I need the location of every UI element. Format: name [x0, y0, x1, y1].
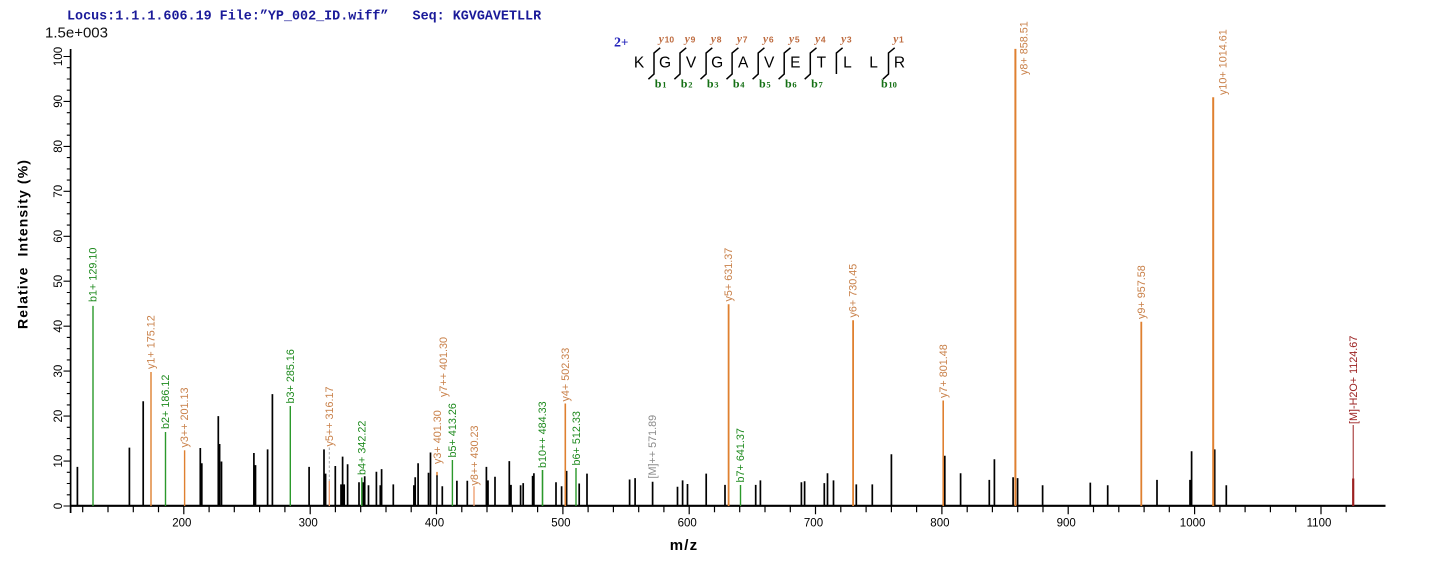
- svg-text:y3+ 401.30: y3+ 401.30: [432, 410, 444, 464]
- svg-text:L: L: [843, 55, 852, 72]
- svg-text:60: 60: [53, 230, 65, 243]
- svg-text:y 4: y 4: [813, 34, 826, 46]
- svg-text:y5+ 631.37: y5+ 631.37: [723, 248, 735, 302]
- svg-text:500: 500: [551, 518, 570, 530]
- svg-text:0: 0: [53, 503, 65, 509]
- svg-text:y10+ 1014.61: y10+ 1014.61: [1217, 29, 1229, 95]
- svg-text:30: 30: [53, 365, 65, 378]
- svg-text:20: 20: [53, 410, 65, 423]
- svg-text:y3++ 201.13: y3++ 201.13: [179, 387, 191, 447]
- svg-text:b 2: b 2: [681, 77, 693, 91]
- svg-text:y1+ 175.12: y1+ 175.12: [146, 315, 158, 369]
- svg-text:b 10: b 10: [881, 77, 897, 91]
- svg-text:1100: 1100: [1307, 518, 1332, 530]
- svg-text:b 6: b 6: [785, 77, 797, 91]
- svg-text:1.5e+003: 1.5e+003: [45, 25, 108, 42]
- svg-text:y8++ 430.23: y8++ 430.23: [469, 425, 481, 485]
- svg-text:[M]++ 571.89: [M]++ 571.89: [647, 415, 659, 479]
- svg-text:b1+ 129.10: b1+ 129.10: [88, 248, 100, 302]
- svg-text:100: 100: [53, 47, 65, 66]
- svg-text:V: V: [686, 55, 697, 72]
- svg-text:2+: 2+: [614, 35, 628, 51]
- svg-text:y7+ 801.48: y7+ 801.48: [938, 344, 950, 398]
- svg-text:[M]-H2O+ 1124.67: [M]-H2O+ 1124.67: [1348, 336, 1360, 424]
- svg-text:10: 10: [53, 455, 65, 468]
- svg-text:b 7: b 7: [811, 77, 823, 91]
- svg-text:R: R: [894, 55, 905, 72]
- svg-text:70: 70: [53, 185, 65, 198]
- svg-text:b10++ 484.33: b10++ 484.33: [537, 401, 549, 468]
- svg-text:b 3: b 3: [707, 77, 719, 91]
- svg-text:b 4: b 4: [733, 77, 745, 91]
- svg-text:Relative Intensity (%): Relative Intensity (%): [15, 159, 31, 329]
- svg-text:y4+ 502.33: y4+ 502.33: [560, 348, 572, 402]
- svg-text:y 5: y 5: [787, 34, 800, 46]
- svg-text:200: 200: [172, 518, 191, 530]
- svg-text:y 6: y 6: [761, 34, 774, 46]
- svg-text:y 8: y 8: [709, 34, 722, 46]
- svg-text:y 7: y 7: [735, 34, 748, 46]
- svg-text:y 1: y 1: [891, 34, 904, 46]
- svg-text:Locus:1.1.1.606.19 File:”YP_00: Locus:1.1.1.606.19 File:”YP_002_ID.wiff”…: [67, 10, 542, 25]
- svg-text:y 3: y 3: [839, 34, 852, 46]
- svg-text:50: 50: [53, 275, 65, 288]
- svg-text:b 5: b 5: [759, 77, 771, 91]
- svg-text:G: G: [711, 55, 723, 72]
- svg-text:b6+ 512.33: b6+ 512.33: [571, 411, 583, 465]
- svg-text:A: A: [738, 55, 749, 72]
- svg-text:700: 700: [804, 518, 823, 530]
- svg-text:y9+ 957.58: y9+ 957.58: [1136, 265, 1148, 319]
- svg-text:E: E: [790, 55, 800, 72]
- svg-text:G: G: [659, 55, 671, 72]
- svg-text:b 1: b 1: [655, 77, 667, 91]
- svg-text:y6+ 730.45: y6+ 730.45: [848, 264, 860, 318]
- svg-text:b2+ 186.12: b2+ 186.12: [160, 375, 172, 429]
- svg-text:y5++ 316.17: y5++ 316.17: [324, 386, 336, 446]
- svg-text:80: 80: [53, 140, 65, 153]
- svg-text:y8+ 858.51: y8+ 858.51: [1018, 21, 1030, 75]
- svg-text:K: K: [634, 55, 645, 72]
- svg-text:1000: 1000: [1180, 518, 1206, 530]
- svg-text:b3+ 285.16: b3+ 285.16: [285, 349, 297, 403]
- svg-text:900: 900: [1057, 518, 1076, 530]
- svg-text:y 10: y 10: [657, 34, 675, 46]
- svg-text:m/z: m/z: [670, 537, 699, 554]
- svg-text:b7+ 641.37: b7+ 641.37: [735, 428, 747, 482]
- svg-text:400: 400: [425, 518, 444, 530]
- svg-text:T: T: [817, 55, 827, 72]
- svg-text:40: 40: [53, 320, 65, 333]
- svg-text:b5+ 413.26: b5+ 413.26: [447, 403, 459, 457]
- svg-text:y7++ 401.30: y7++ 401.30: [438, 337, 450, 397]
- svg-text:600: 600: [678, 518, 697, 530]
- svg-text:y 9: y 9: [683, 34, 696, 46]
- svg-text:b4+ 342.22: b4+ 342.22: [356, 421, 368, 475]
- svg-text:300: 300: [299, 518, 318, 530]
- svg-text:L: L: [869, 55, 878, 72]
- svg-text:800: 800: [930, 518, 949, 530]
- svg-text:90: 90: [53, 95, 65, 108]
- svg-text:V: V: [764, 55, 775, 72]
